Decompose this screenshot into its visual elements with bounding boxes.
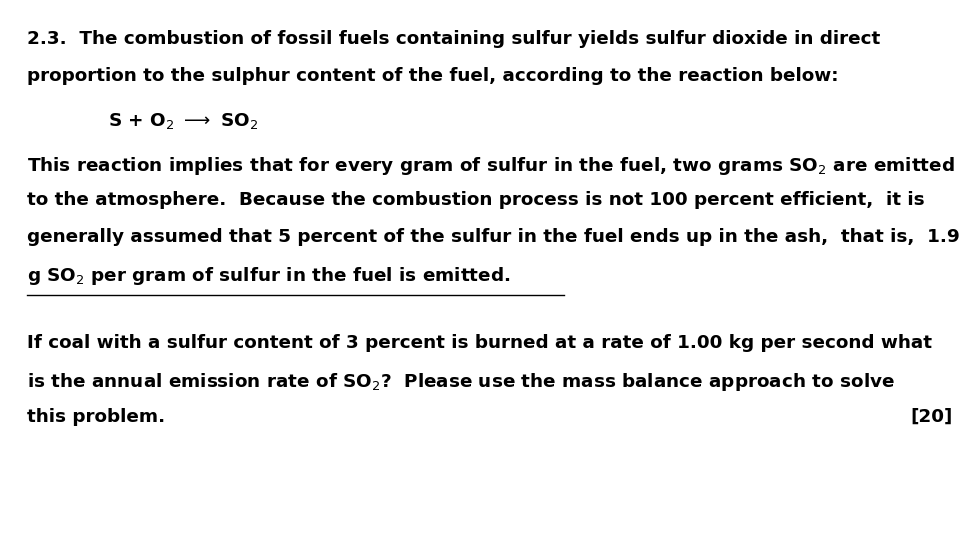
Text: proportion to the sulphur content of the fuel, according to the reaction below:: proportion to the sulphur content of the… — [27, 67, 839, 85]
Text: This reaction implies that for every gram of sulfur in the fuel, two grams SO$_{: This reaction implies that for every gra… — [27, 155, 956, 176]
Text: generally assumed that 5 percent of the sulfur in the fuel ends up in the ash,  : generally assumed that 5 percent of the … — [27, 228, 960, 246]
Text: g SO$_{2}$ per gram of sulfur in the fuel is emitted.: g SO$_{2}$ per gram of sulfur in the fue… — [27, 265, 511, 287]
Text: this problem.: this problem. — [27, 408, 166, 426]
Text: [20]: [20] — [910, 408, 953, 426]
Text: If coal with a sulfur content of 3 percent is burned at a rate of 1.00 kg per se: If coal with a sulfur content of 3 perce… — [27, 334, 932, 352]
Text: to the atmosphere.  Because the combustion process is not 100 percent efficient,: to the atmosphere. Because the combustio… — [27, 191, 925, 209]
Text: 2.3.  The combustion of fossil fuels containing sulfur yields sulfur dioxide in : 2.3. The combustion of fossil fuels cont… — [27, 30, 881, 48]
Text: S + O$_2$ $\longrightarrow$ SO$_2$: S + O$_2$ $\longrightarrow$ SO$_2$ — [108, 111, 258, 130]
Text: is the annual emission rate of SO$_{2}$?  Please use the mass balance approach t: is the annual emission rate of SO$_{2}$?… — [27, 371, 896, 393]
